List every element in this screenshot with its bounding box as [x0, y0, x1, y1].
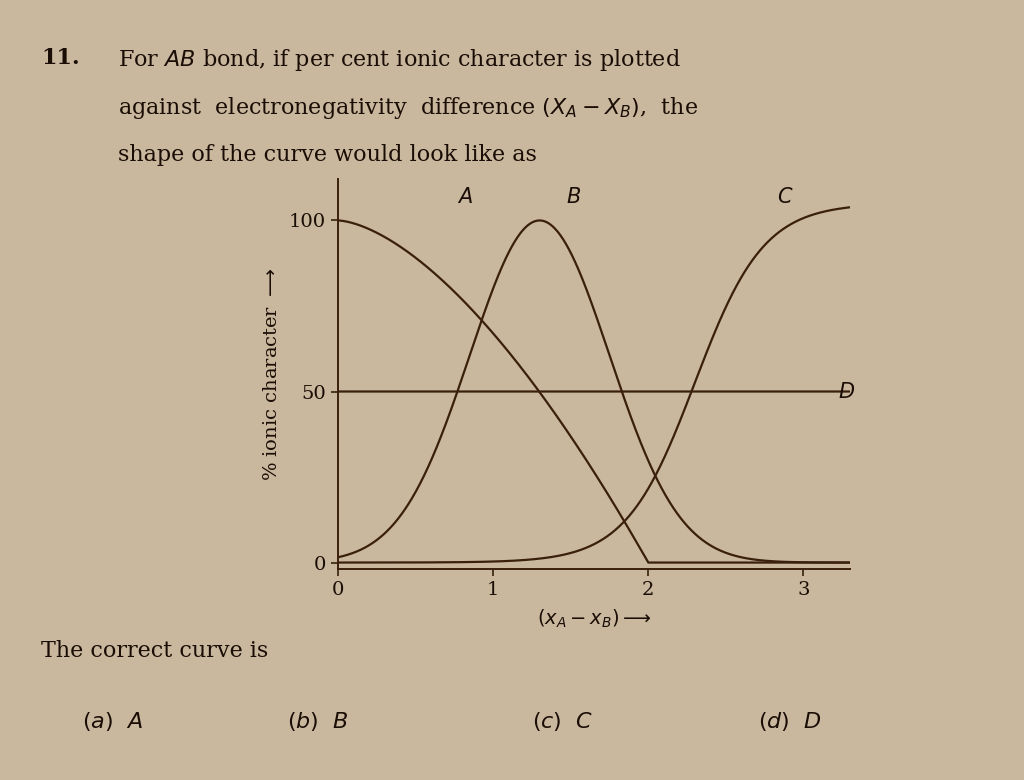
Text: For $AB$ bond, if per cent ionic character is plotted: For $AB$ bond, if per cent ionic charact… — [118, 47, 681, 73]
Text: 11.: 11. — [41, 47, 80, 69]
Text: $(b)$  $B$: $(b)$ $B$ — [287, 710, 348, 732]
Y-axis label: % ionic character $\longrightarrow$: % ionic character $\longrightarrow$ — [263, 268, 281, 481]
Text: $D$: $D$ — [838, 381, 855, 402]
Text: $(d)$  $D$: $(d)$ $D$ — [758, 710, 821, 732]
Text: $B$: $B$ — [566, 186, 582, 207]
Text: $(a)$  $A$: $(a)$ $A$ — [82, 710, 142, 732]
Text: shape of the curve would look like as: shape of the curve would look like as — [118, 144, 537, 165]
Text: The correct curve is: The correct curve is — [41, 640, 268, 661]
Text: $C$: $C$ — [776, 186, 793, 207]
Text: $(c)$  $C$: $(c)$ $C$ — [532, 710, 594, 732]
Text: against  electronegativity  difference $(X_A - X_B)$,  the: against electronegativity difference $(X… — [118, 95, 697, 121]
X-axis label: $(x_A - x_B)\longrightarrow$: $(x_A - x_B)\longrightarrow$ — [537, 608, 651, 629]
Text: $A$: $A$ — [457, 186, 473, 207]
